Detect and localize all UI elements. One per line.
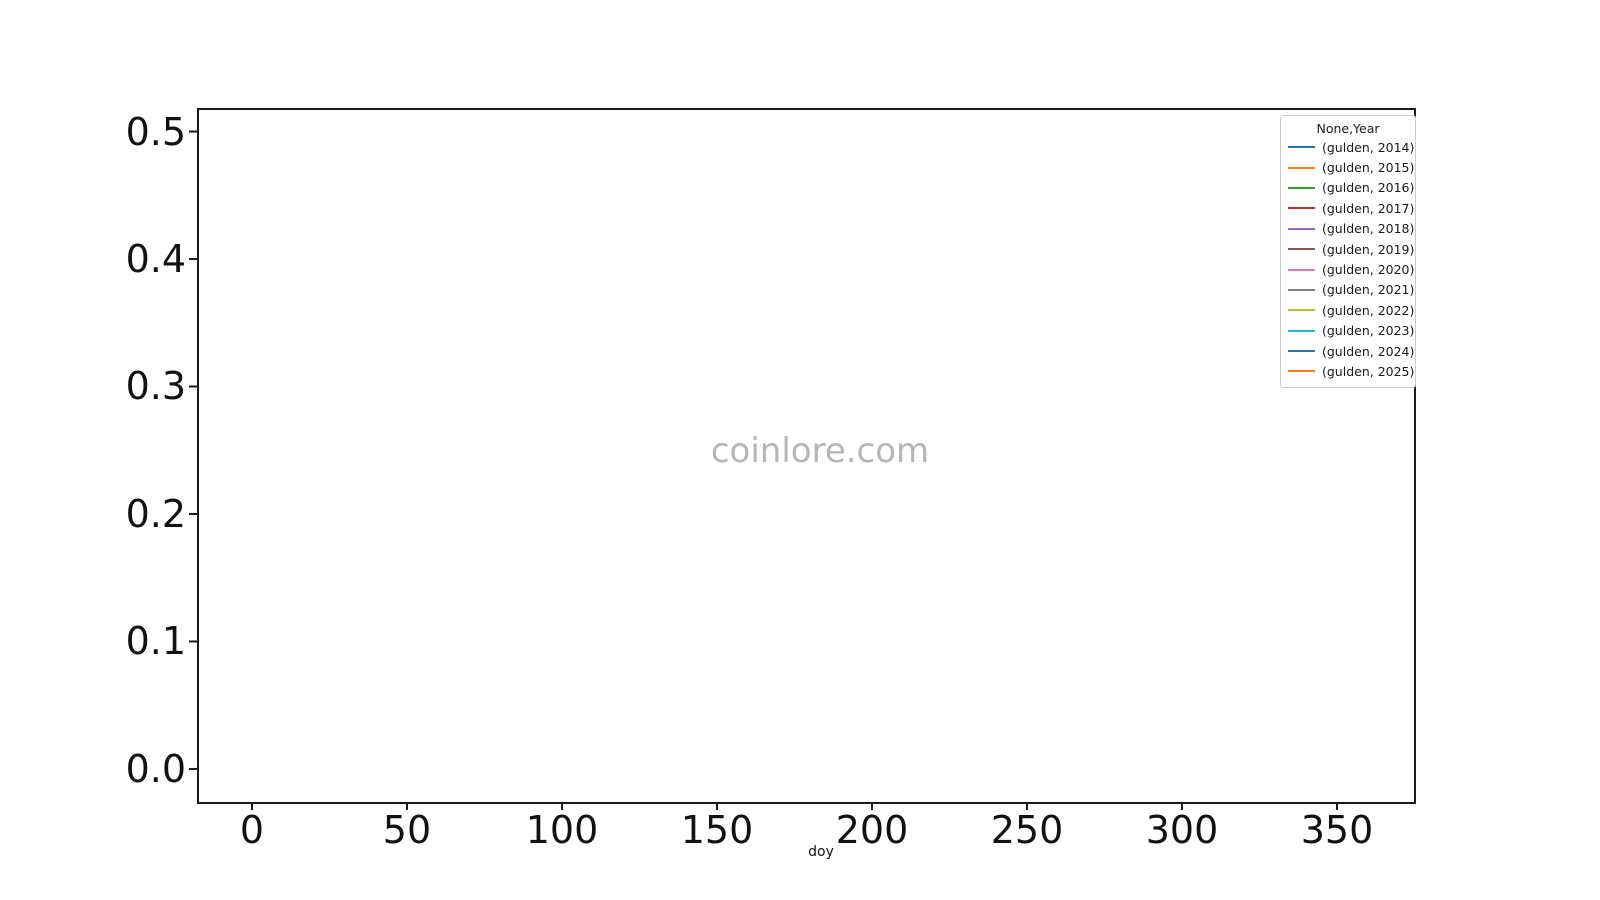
legend-label: (gulden, 2021): [1322, 282, 1415, 298]
x-axis-label: doy: [808, 844, 834, 860]
plot-area: [197, 108, 1416, 804]
legend-item: (gulden, 2016): [1281, 178, 1415, 198]
legend-item: (gulden, 2023): [1281, 321, 1415, 341]
legend-label: (gulden, 2025): [1322, 363, 1415, 379]
legend-line-swatch: [1288, 248, 1315, 251]
x-tick-label: 250: [990, 808, 1064, 852]
x-tick-label: 300: [1145, 808, 1219, 852]
legend-line-swatch: [1288, 309, 1315, 312]
legend-item: (gulden, 2021): [1281, 280, 1415, 300]
legend-items: (gulden, 2014) (gulden, 2015) (gulden, 201…: [1281, 137, 1415, 382]
legend-label: (gulden, 2019): [1322, 241, 1415, 257]
legend-label: (gulden, 2020): [1322, 262, 1415, 278]
y-tick-label: 0.0: [125, 746, 186, 791]
legend-line-swatch: [1288, 329, 1315, 332]
y-tick-label: 0.4: [125, 237, 186, 281]
legend-line-swatch: [1288, 207, 1315, 210]
legend-label: (gulden, 2017): [1322, 200, 1415, 216]
x-tick-label: 200: [835, 808, 909, 852]
x-tick-label: 0: [239, 808, 265, 852]
watermark: coinlore.com: [710, 431, 930, 471]
legend-line-swatch: [1288, 370, 1315, 373]
legend-label: (gulden, 2023): [1322, 323, 1415, 339]
y-tick-label: 0.5: [125, 109, 186, 154]
y-tick-label: 0.2: [125, 491, 186, 536]
legend-line-swatch: [1288, 288, 1315, 291]
legend-item: (gulden, 2022): [1281, 300, 1415, 320]
legend-item: (gulden, 2018): [1281, 219, 1415, 239]
x-tick-label: 150: [680, 808, 754, 852]
legend-line-swatch: [1288, 186, 1315, 189]
x-tick-label: 350: [1300, 808, 1374, 852]
legend-item: (gulden, 2015): [1281, 157, 1415, 177]
legend-line-swatch: [1288, 268, 1315, 271]
legend-label: (gulden, 2016): [1322, 180, 1415, 196]
legend-title: None,Year: [1316, 121, 1380, 136]
legend-line-swatch: [1288, 146, 1315, 149]
legend-item: (gulden, 2014): [1281, 137, 1415, 157]
y-tick-label: 0.1: [125, 619, 186, 664]
legend-item: (gulden, 2024): [1281, 341, 1415, 361]
legend-label: (gulden, 2015): [1322, 160, 1415, 176]
legend-line-swatch: [1288, 227, 1315, 230]
legend-label: (gulden, 2024): [1322, 343, 1415, 359]
legend: None,Year (gulden, 2014) (gulden, 2015) (g…: [1280, 115, 1416, 388]
x-tick-label: 100: [525, 808, 599, 852]
legend-label: (gulden, 2022): [1322, 302, 1415, 318]
legend-item: (gulden, 2019): [1281, 239, 1415, 259]
legend-line-swatch: [1288, 350, 1315, 353]
legend-item: (gulden, 2017): [1281, 198, 1415, 218]
legend-line-swatch: [1288, 166, 1315, 169]
legend-label: (gulden, 2018): [1322, 221, 1415, 237]
legend-item: (gulden, 2020): [1281, 259, 1415, 279]
legend-item: (gulden, 2025): [1281, 361, 1415, 381]
x-tick-label: 50: [382, 808, 432, 852]
y-tick-label: 0.3: [125, 364, 186, 409]
legend-label: (gulden, 2014): [1322, 139, 1415, 155]
